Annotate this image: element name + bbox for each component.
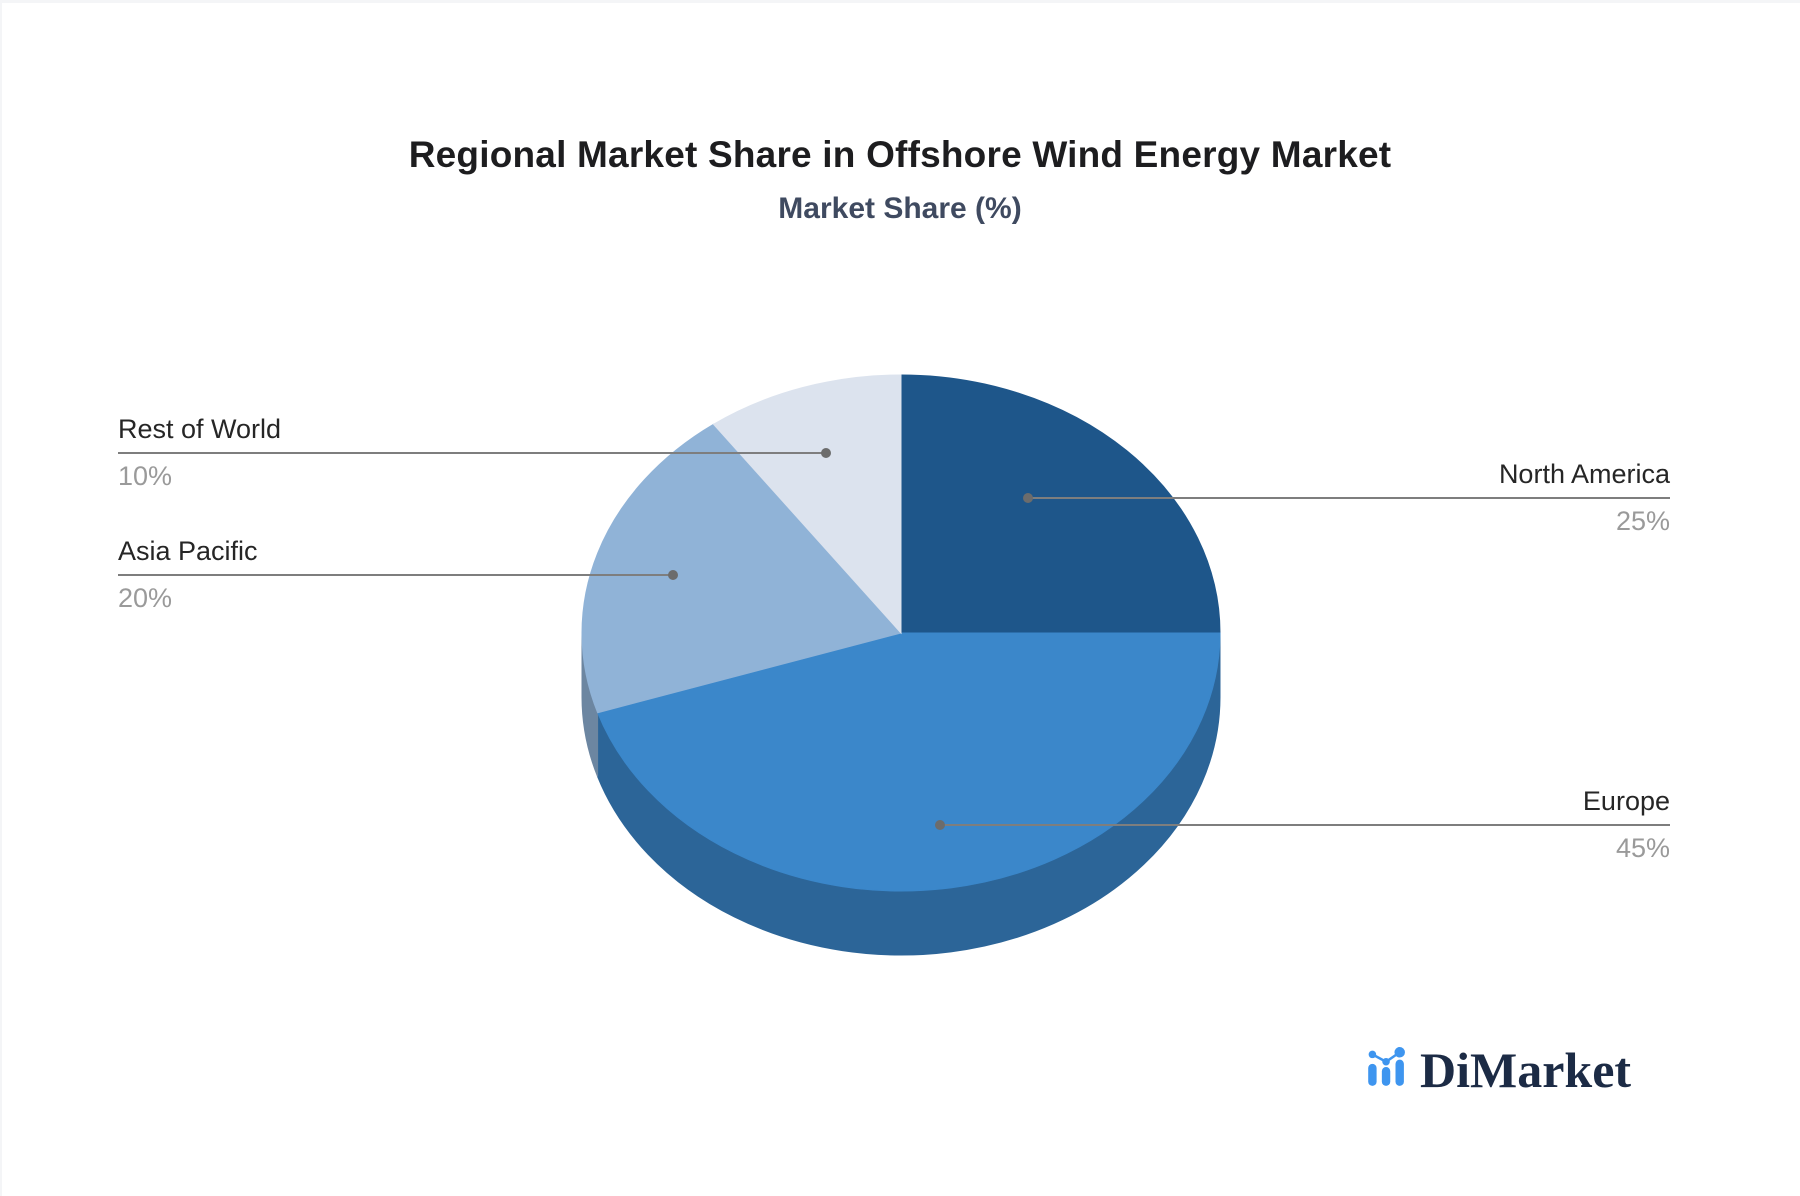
callout-line (118, 448, 831, 458)
callout-dot (935, 820, 945, 830)
slice-value: 25% (1615, 506, 1670, 536)
slice-value: 45% (1615, 833, 1670, 863)
chart-title: Regional Market Share in Offshore Wind E… (408, 134, 1392, 175)
callout-dot (668, 570, 678, 580)
callout-line (118, 570, 678, 580)
callout-europe: Europe 45% (935, 786, 1670, 863)
callout-rest-of-world: Rest of World 10% (118, 414, 831, 491)
brand-name: DiMarket (1420, 1042, 1632, 1098)
callout-line (935, 820, 1670, 830)
callout-dot (1023, 493, 1033, 503)
slice-value: 20% (118, 583, 173, 613)
callout-asia-pacific: Asia Pacific 20% (118, 536, 678, 613)
slice-label: North America (1498, 459, 1670, 489)
slice-label: Rest of World (118, 414, 282, 444)
callout-dot (821, 448, 831, 458)
slice-label: Asia Pacific (118, 536, 258, 566)
slice-label: Europe (1582, 786, 1670, 816)
bar-line-chart-icon (1368, 1047, 1405, 1086)
callout-line (1023, 493, 1670, 503)
slice-value: 10% (118, 461, 173, 491)
chart-subtitle: Market Share (%) (778, 192, 1022, 225)
callout-north-america: North America 25% (1023, 459, 1670, 536)
